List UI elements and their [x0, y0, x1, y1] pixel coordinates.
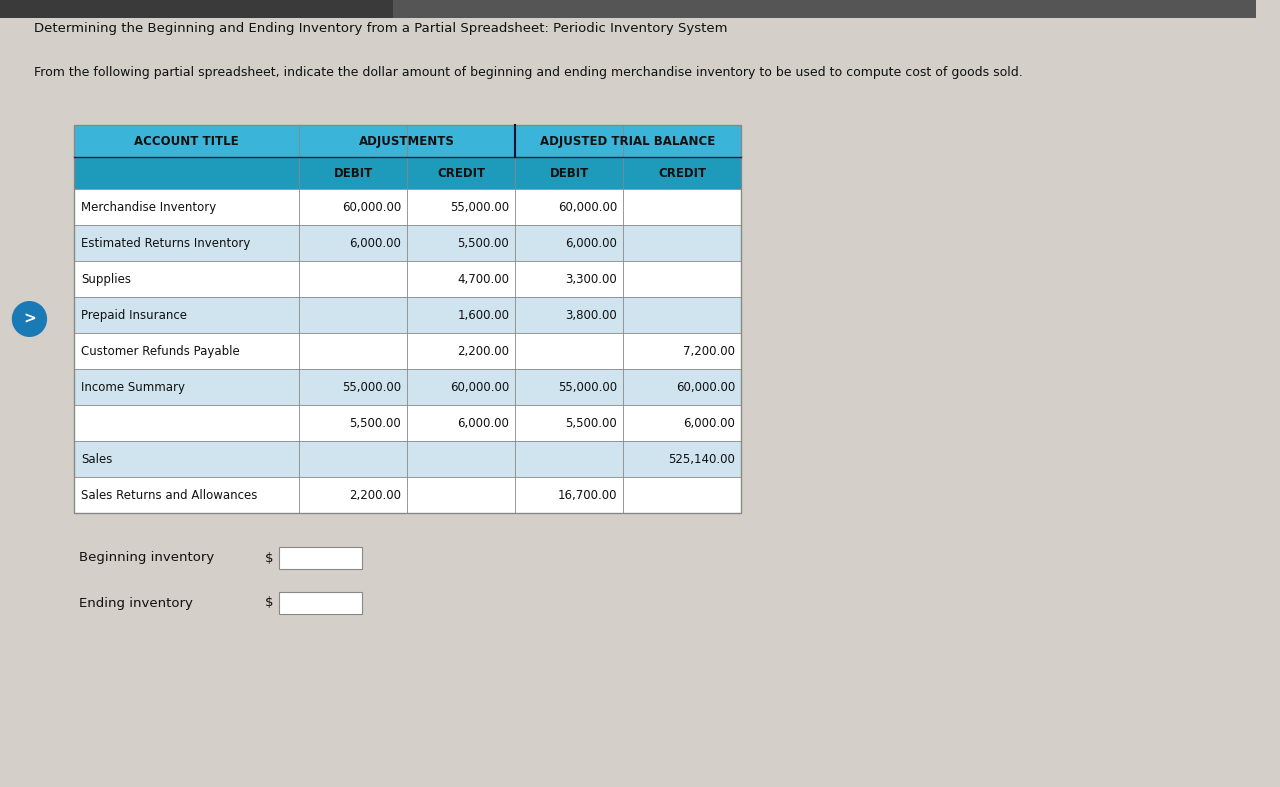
Text: Sales Returns and Allowances: Sales Returns and Allowances [82, 489, 257, 501]
Bar [0, 0, 1256, 18]
Text: Ending inventory: Ending inventory [78, 597, 192, 609]
Bar [279, 592, 362, 614]
Bar [74, 125, 741, 157]
Text: 60,000.00: 60,000.00 [451, 380, 509, 394]
Text: 6,000.00: 6,000.00 [349, 237, 402, 249]
Text: CREDIT: CREDIT [658, 167, 707, 179]
Text: 5,500.00: 5,500.00 [566, 416, 617, 430]
Text: 6,000.00: 6,000.00 [566, 237, 617, 249]
Text: Prepaid Insurance: Prepaid Insurance [82, 309, 187, 322]
Text: 55,000.00: 55,000.00 [451, 201, 509, 213]
Bar [74, 125, 741, 513]
Text: Beginning inventory: Beginning inventory [78, 552, 214, 564]
Text: DEBIT: DEBIT [334, 167, 372, 179]
Text: $: $ [265, 597, 274, 609]
Bar [74, 441, 741, 477]
Bar [74, 477, 741, 513]
Text: ADJUSTED TRIAL BALANCE: ADJUSTED TRIAL BALANCE [540, 135, 716, 147]
Text: CREDIT: CREDIT [438, 167, 485, 179]
Text: 1,600.00: 1,600.00 [457, 309, 509, 322]
Text: 16,700.00: 16,700.00 [558, 489, 617, 501]
Bar [279, 547, 362, 569]
Text: $: $ [265, 552, 274, 564]
Bar [74, 261, 741, 297]
Bar [74, 405, 741, 441]
Text: 55,000.00: 55,000.00 [558, 380, 617, 394]
Text: Income Summary: Income Summary [82, 380, 186, 394]
Bar [393, 0, 1256, 18]
Bar [74, 369, 741, 405]
Bar [74, 225, 741, 261]
Text: 5,500.00: 5,500.00 [457, 237, 509, 249]
Text: 60,000.00: 60,000.00 [676, 380, 735, 394]
Text: 2,200.00: 2,200.00 [349, 489, 402, 501]
Text: 5,500.00: 5,500.00 [349, 416, 402, 430]
Bar [74, 297, 741, 333]
Text: Customer Refunds Payable: Customer Refunds Payable [82, 345, 241, 357]
Text: 525,140.00: 525,140.00 [668, 453, 735, 465]
Text: 55,000.00: 55,000.00 [342, 380, 402, 394]
Text: ACCOUNT TITLE: ACCOUNT TITLE [134, 135, 239, 147]
Bar [74, 125, 741, 513]
Text: From the following partial spreadsheet, indicate the dollar amount of beginning : From the following partial spreadsheet, … [35, 66, 1023, 79]
Bar [74, 157, 741, 189]
Circle shape [12, 301, 47, 337]
Text: 3,300.00: 3,300.00 [566, 272, 617, 286]
Text: DEBIT: DEBIT [549, 167, 589, 179]
Bar [74, 189, 741, 225]
Text: 4,700.00: 4,700.00 [457, 272, 509, 286]
Text: 60,000.00: 60,000.00 [342, 201, 402, 213]
Text: 60,000.00: 60,000.00 [558, 201, 617, 213]
Text: Determining the Beginning and Ending Inventory from a Partial Spreadsheet: Perio: Determining the Beginning and Ending Inv… [35, 22, 728, 35]
Text: 6,000.00: 6,000.00 [457, 416, 509, 430]
Text: Supplies: Supplies [82, 272, 132, 286]
Text: >: > [23, 312, 36, 327]
Text: Sales: Sales [82, 453, 113, 465]
Text: 7,200.00: 7,200.00 [684, 345, 735, 357]
Text: 3,800.00: 3,800.00 [566, 309, 617, 322]
Text: ADJUSTMENTS: ADJUSTMENTS [360, 135, 456, 147]
Text: Estimated Returns Inventory: Estimated Returns Inventory [82, 237, 251, 249]
Text: 2,200.00: 2,200.00 [457, 345, 509, 357]
Bar [74, 333, 741, 369]
Text: 6,000.00: 6,000.00 [684, 416, 735, 430]
Text: Merchandise Inventory: Merchandise Inventory [82, 201, 216, 213]
